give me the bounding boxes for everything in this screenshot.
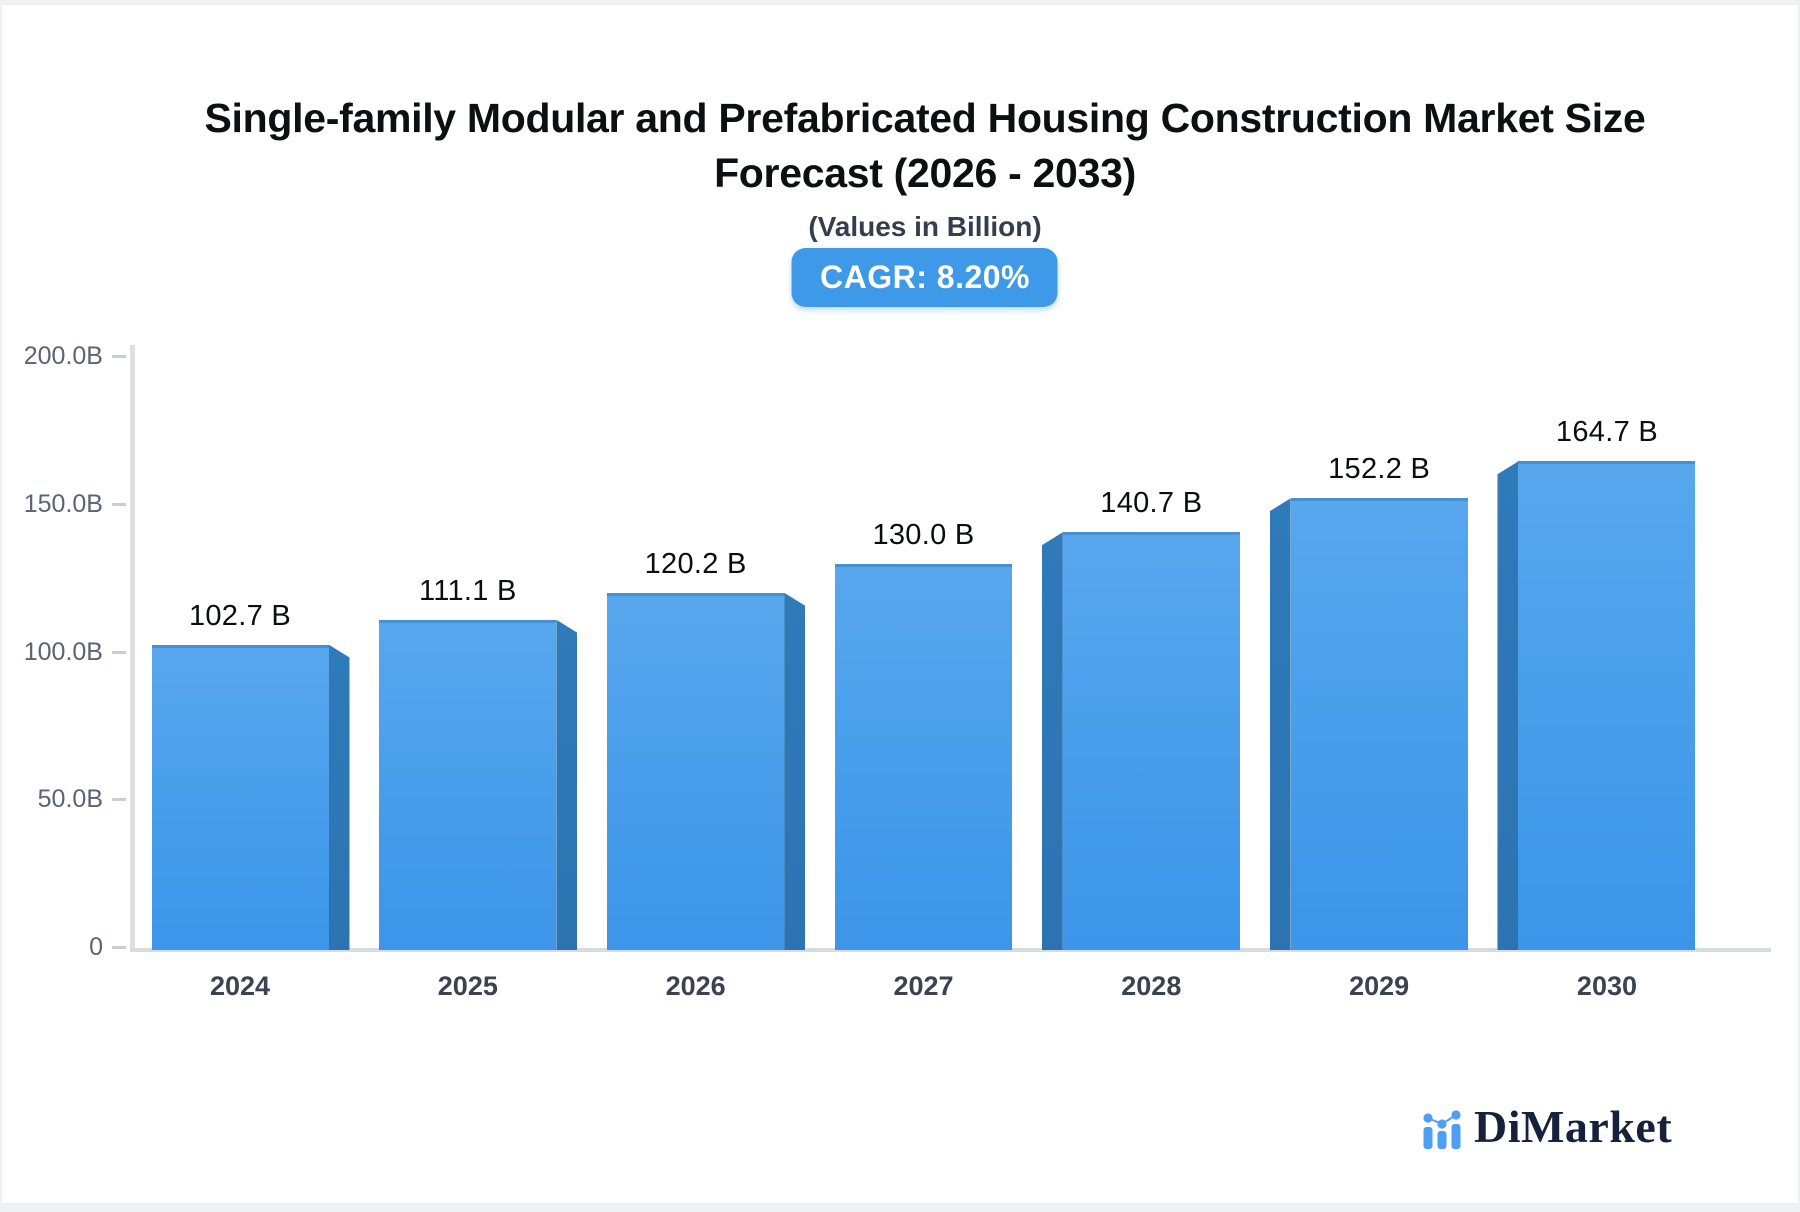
bar-value-label: 120.2 B xyxy=(644,547,747,580)
chart-title-line1: Single-family Modular and Prefabricated … xyxy=(204,95,1646,141)
y-axis-tick-mark xyxy=(112,946,126,949)
y-axis-tick-mark xyxy=(112,502,126,506)
x-axis-label-2025: 2025 xyxy=(437,971,498,1001)
cagr-badge: CAGR: 8.20% xyxy=(792,248,1058,307)
y-axis-tick-mark xyxy=(112,355,126,358)
bar-2029 xyxy=(1290,498,1468,950)
logo-text: DiMarket xyxy=(1474,1101,1673,1152)
bar-side-3d xyxy=(784,592,806,950)
bar-value-label: 111.1 B xyxy=(418,574,517,607)
y-axis-tick-label: 0 xyxy=(89,933,103,961)
x-axis-label-2030: 2030 xyxy=(1576,971,1637,1001)
bar-2027 xyxy=(834,563,1012,950)
x-axis-label-2029: 2029 xyxy=(1349,971,1410,1001)
bar-2026 xyxy=(607,592,785,950)
mini-bar-chart-icon xyxy=(1423,1105,1463,1149)
bar-side-3d xyxy=(556,619,578,950)
bar-value-label: 164.7 B xyxy=(1555,416,1658,449)
bar-value-label: 130.0 B xyxy=(872,518,975,551)
plot-area: 0 50.0B 100.0B 150.0B 200.0B 102.7 B 2024 111.1… xyxy=(2,5,1798,1203)
bar-side-3d xyxy=(1497,461,1519,950)
bar-value-label: 102.7 B xyxy=(188,599,292,632)
bar-value-label: 152.2 B xyxy=(1328,453,1431,486)
x-axis-line xyxy=(130,948,1771,952)
bar-2028 xyxy=(1062,532,1240,950)
x-axis-label-2024: 2024 xyxy=(209,971,271,1001)
chart-card: Single-family Modular and Prefabricated … xyxy=(2,5,1798,1203)
chart-subtitle: (Values in Billion) xyxy=(808,211,1042,242)
bar-side-3d xyxy=(1041,532,1063,950)
y-axis-tick-label: 150.0B xyxy=(23,489,103,518)
y-axis-tick-label: 200.0B xyxy=(23,342,103,370)
bar-2024 xyxy=(151,644,329,950)
y-axis-tick-label: 50.0B xyxy=(37,785,103,814)
bar-2025 xyxy=(379,619,557,950)
dimarket-logo: DiMarket xyxy=(1423,1102,1672,1152)
bar-side-3d xyxy=(1269,498,1291,950)
x-axis-label-2027: 2027 xyxy=(893,971,954,1001)
chart-title-line2: Forecast (2026 - 2033) xyxy=(714,150,1136,196)
chart-header: Single-family Modular and Prefabricated … xyxy=(205,91,1646,307)
bar-side-3d xyxy=(328,644,350,950)
y-axis-tick-mark xyxy=(112,650,126,654)
y-axis-tick-mark xyxy=(112,798,126,802)
y-axis-tick-label: 100.0B xyxy=(23,637,103,666)
y-axis-line xyxy=(130,345,135,952)
x-axis-label-2026: 2026 xyxy=(665,971,726,1001)
bar-2030 xyxy=(1518,461,1696,950)
x-axis-label-2028: 2028 xyxy=(1121,971,1182,1001)
bar-value-label: 140.7 B xyxy=(1100,487,1203,520)
